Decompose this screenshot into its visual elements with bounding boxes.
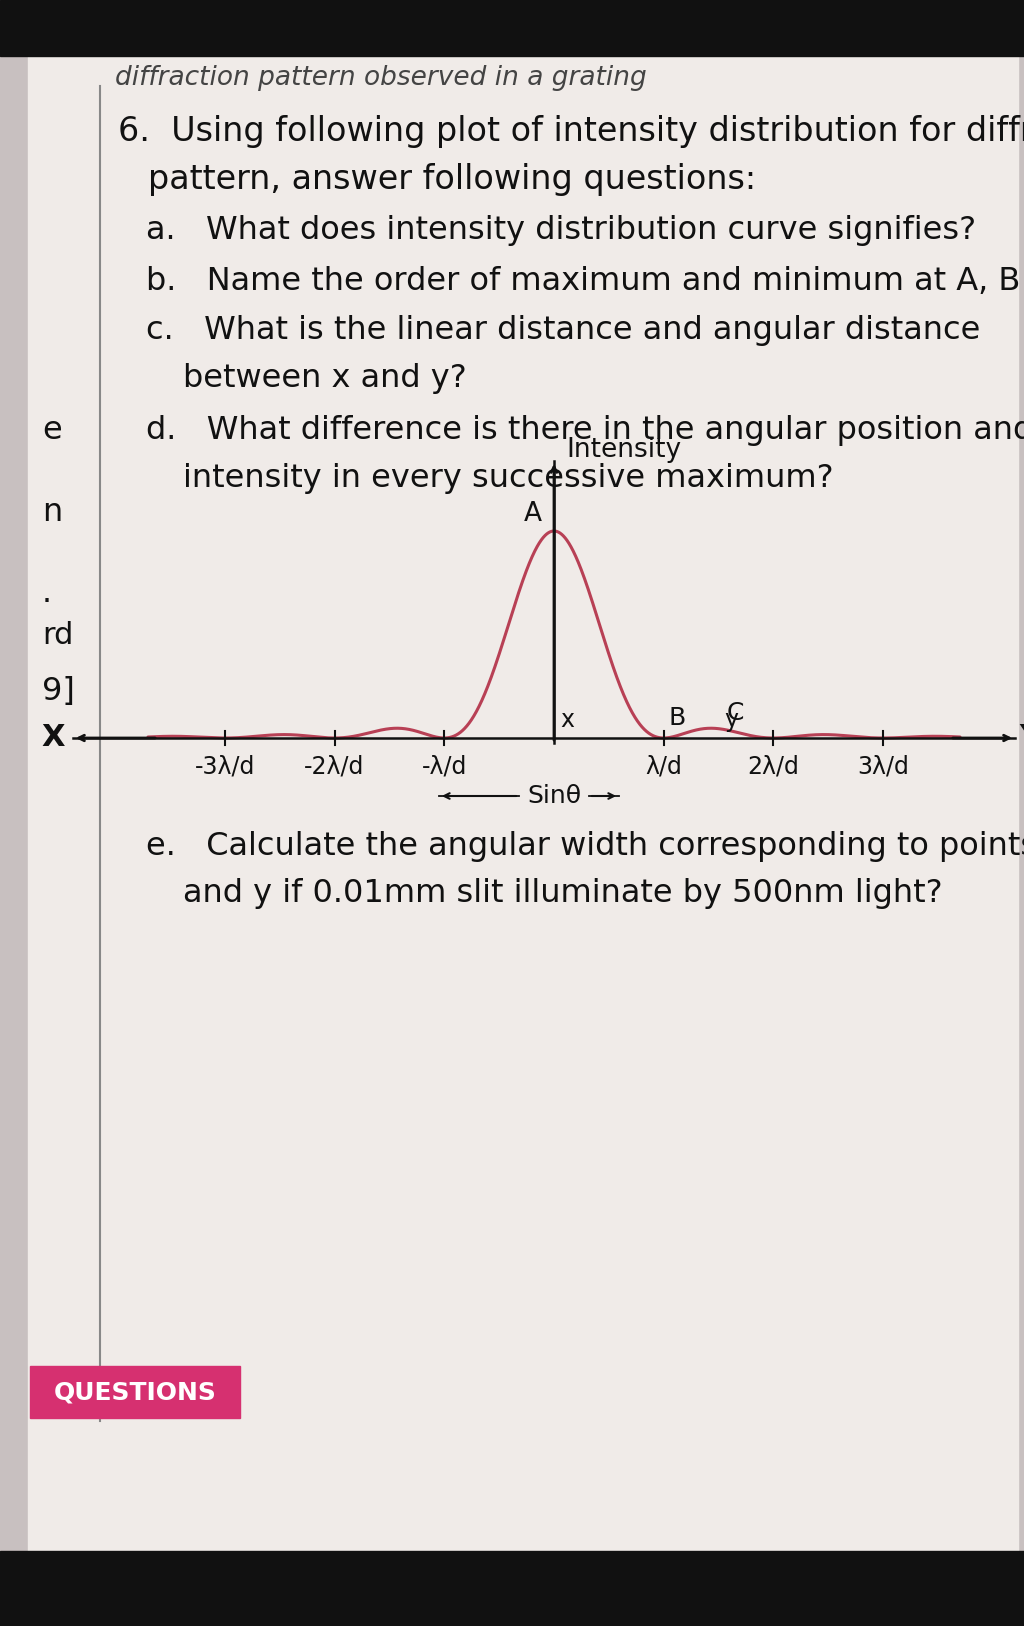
Text: 9]: 9] [42, 675, 75, 707]
Text: -2λ/d: -2λ/d [304, 754, 365, 777]
Text: e: e [42, 415, 61, 447]
Text: pattern, answer following questions:: pattern, answer following questions: [148, 163, 756, 195]
Text: Y: Y [1019, 724, 1024, 753]
Text: a.   What does intensity distribution curve signifies?: a. What does intensity distribution curv… [146, 216, 976, 247]
Text: C: C [727, 701, 744, 725]
Text: 3λ/d: 3λ/d [857, 754, 909, 777]
Text: n: n [42, 496, 62, 528]
Text: -λ/d: -λ/d [422, 754, 467, 777]
Text: λ/d: λ/d [645, 754, 682, 777]
Text: QUESTIONS: QUESTIONS [53, 1380, 216, 1403]
Text: y: y [725, 707, 738, 732]
Text: X: X [41, 724, 65, 753]
Bar [0, 1551, 1024, 1626]
Text: .: . [42, 577, 52, 610]
Text: x: x [560, 707, 574, 732]
Text: Intensity: Intensity [566, 437, 681, 463]
Text: Sinθ: Sinθ [527, 784, 581, 808]
Text: 2λ/d: 2λ/d [748, 754, 800, 777]
Text: -3λ/d: -3λ/d [195, 754, 255, 777]
Bar [30, 1366, 240, 1418]
Text: b.   Name the order of maximum and minimum at A, B and C.: b. Name the order of maximum and minimum… [146, 265, 1024, 296]
Text: and y if 0.01mm slit illuminate by 500nm light?: and y if 0.01mm slit illuminate by 500nm… [183, 878, 943, 909]
Text: d.   What difference is there in the angular position and: d. What difference is there in the angul… [146, 416, 1024, 447]
Text: between x and y?: between x and y? [183, 363, 467, 393]
Text: rd: rd [42, 621, 74, 650]
Text: diffraction pattern observed in a grating: diffraction pattern observed in a gratin… [115, 65, 647, 91]
Text: c.   What is the linear distance and angular distance: c. What is the linear distance and angul… [146, 315, 980, 346]
Text: A: A [524, 501, 542, 527]
Bar [0, 0, 1024, 55]
Text: intensity in every successive maximum?: intensity in every successive maximum? [183, 462, 834, 494]
Text: e.   Calculate the angular width corresponding to points x: e. Calculate the angular width correspon… [146, 831, 1024, 862]
Text: B: B [669, 706, 686, 730]
Text: 6.  Using following plot of intensity distribution for diffraction: 6. Using following plot of intensity dis… [118, 114, 1024, 148]
